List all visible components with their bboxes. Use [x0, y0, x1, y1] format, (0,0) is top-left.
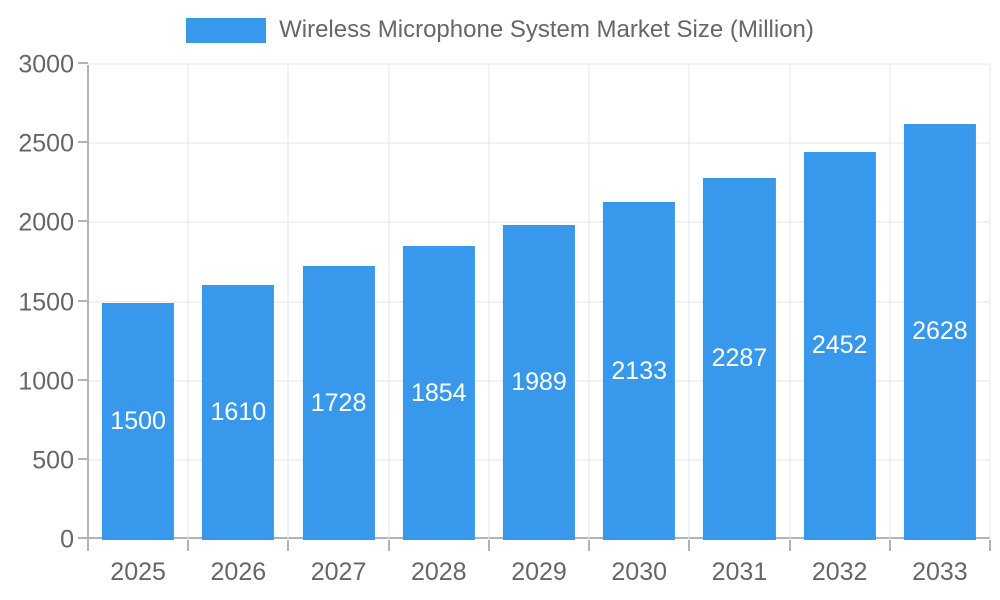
bar-2032[interactable]: 2452 — [803, 151, 876, 540]
y-axis-label: 0 — [60, 525, 74, 554]
bar-2027[interactable]: 1728 — [302, 266, 375, 540]
x-tick — [888, 540, 891, 551]
bar-value-label: 1500 — [110, 406, 166, 435]
bar-2033[interactable]: 2628 — [903, 123, 976, 540]
bar-value-label: 2452 — [811, 331, 868, 360]
bar-2026[interactable]: 1610 — [202, 285, 275, 540]
x-axis: 2025 2026 2027 2028 2029 2030 2031 2032 2033 — [88, 558, 990, 590]
gridline-vertical — [989, 65, 991, 540]
x-axis-label-2027: 2027 — [310, 558, 367, 586]
x-tick — [588, 540, 591, 551]
bar-value-label: 1610 — [210, 398, 267, 427]
gridline-vertical — [889, 65, 891, 540]
x-tick — [688, 540, 691, 551]
y-axis: 0 500 1000 1500 2000 2500 3000 — [0, 52, 74, 552]
bar-2031[interactable]: 2287 — [703, 177, 776, 540]
bar-2029[interactable]: 1989 — [502, 225, 576, 540]
y-axis-label: 500 — [32, 446, 74, 475]
bar-value-label: 1728 — [310, 388, 367, 417]
x-axis-label-2031: 2031 — [711, 558, 768, 586]
bar-2030[interactable]: 2133 — [603, 202, 676, 540]
y-axis-label: 1500 — [18, 288, 74, 316]
x-tick — [287, 540, 290, 551]
bar-value-label: 2287 — [711, 344, 768, 373]
bar-value-label: 2133 — [611, 356, 668, 385]
gridline-vertical — [287, 65, 289, 540]
x-tick — [788, 540, 791, 551]
legend-label: Wireless Microphone System Market Size (… — [279, 16, 814, 43]
x-axis-label-2030: 2030 — [611, 558, 668, 586]
y-axis-label: 2500 — [18, 129, 74, 158]
legend-swatch-icon — [186, 17, 267, 43]
x-axis-label-2029: 2029 — [511, 558, 567, 586]
gridline-horizontal — [88, 221, 990, 223]
plot-area: 1500 1610 1728 1854 1989 2133 2287 2452 2628 — [78, 62, 991, 551]
y-tick — [78, 378, 88, 381]
bar-2028[interactable]: 1854 — [402, 246, 475, 540]
gridline-vertical — [388, 65, 390, 540]
gridline-horizontal — [88, 142, 990, 144]
gridline-vertical — [87, 65, 89, 540]
y-tick — [78, 220, 88, 223]
y-tick — [78, 537, 88, 539]
x-tick — [487, 540, 490, 551]
gridline-horizontal — [88, 63, 990, 65]
x-axis-label-2025: 2025 — [110, 558, 166, 586]
gridline-vertical — [187, 65, 189, 540]
x-tick — [187, 540, 190, 551]
x-tick — [387, 540, 390, 551]
x-tick — [989, 540, 991, 551]
x-axis-label-2033: 2033 — [912, 558, 968, 586]
y-axis-label: 2000 — [18, 208, 74, 237]
gridline-vertical — [688, 65, 690, 540]
y-tick — [78, 62, 88, 64]
y-axis-label: 1000 — [18, 367, 74, 396]
y-tick — [78, 457, 88, 460]
x-tick — [87, 540, 89, 551]
y-axis-label: 3000 — [18, 50, 74, 79]
bar-value-label: 1989 — [511, 368, 567, 397]
x-axis-label-2032: 2032 — [811, 558, 868, 586]
x-axis-label-2028: 2028 — [410, 558, 467, 586]
y-tick — [78, 299, 88, 302]
bar-value-label: 2628 — [912, 317, 968, 346]
gridline-vertical — [488, 65, 490, 540]
legend[interactable]: Wireless Microphone System Market Size (… — [0, 16, 1000, 44]
y-tick — [78, 141, 88, 144]
x-axis-label-2026: 2026 — [210, 558, 267, 586]
bar-2025[interactable]: 1500 — [102, 302, 175, 540]
gridline-vertical — [789, 65, 791, 540]
gridline-vertical — [588, 65, 590, 540]
bar-value-label: 1854 — [410, 378, 467, 407]
